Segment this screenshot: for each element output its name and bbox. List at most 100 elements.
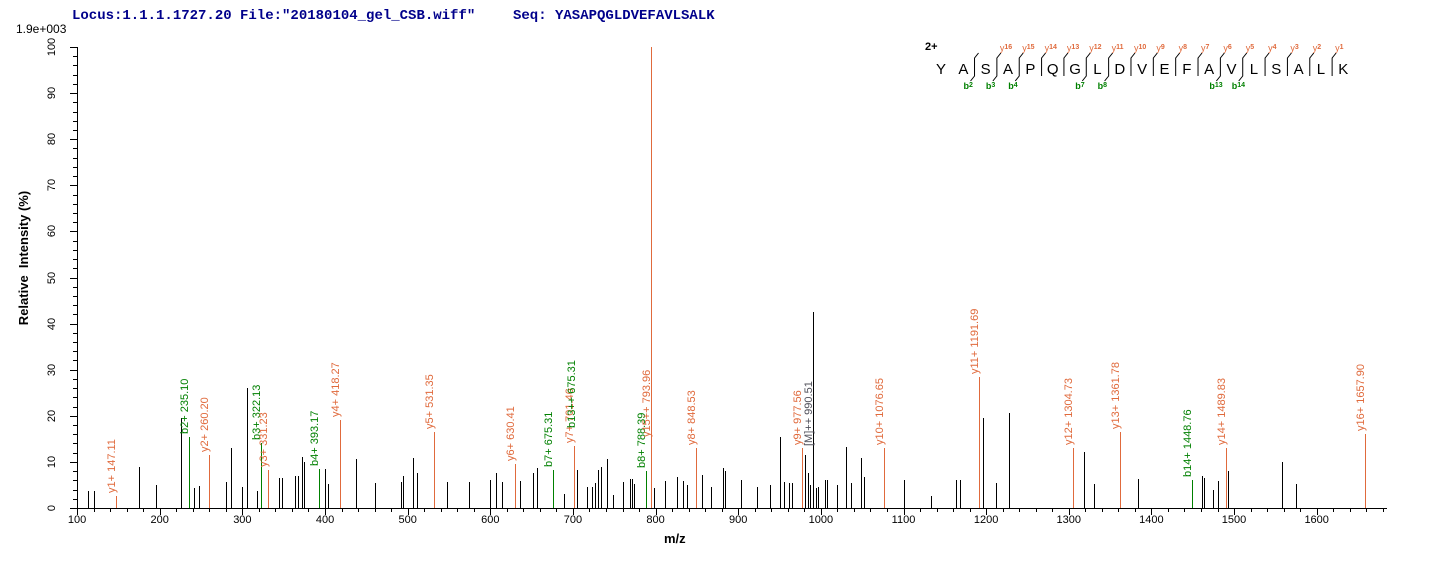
y-ion-label: y15 xyxy=(1022,43,1035,53)
y-ion-label: y10 xyxy=(1133,43,1147,53)
spectrum-peak xyxy=(904,480,905,508)
x-minor-tick xyxy=(1283,508,1285,512)
residue-letter: A xyxy=(1293,61,1304,78)
peak-label: y3+ 331.23 xyxy=(258,412,270,467)
y-ion-label: y14 xyxy=(1044,43,1057,53)
y-minor-tick xyxy=(73,222,77,224)
b-ion-label: b8 xyxy=(1097,81,1108,91)
x-tick-label: 800 xyxy=(646,514,665,526)
y-minor-tick xyxy=(73,397,77,399)
y-minor-tick xyxy=(73,212,77,214)
x-tick-label: 300 xyxy=(233,514,252,526)
spectrum-peak xyxy=(279,478,280,508)
peak-label: y5+ 531.35 xyxy=(424,374,436,429)
x-tick xyxy=(1234,508,1236,515)
y-ion-label: y4 xyxy=(1268,43,1277,53)
spectrum-peak xyxy=(827,480,828,508)
spectrum-peak xyxy=(789,483,790,508)
x-minor-tick xyxy=(1134,508,1136,512)
spectrum-peak xyxy=(304,462,305,508)
residue-letter: L xyxy=(1093,61,1102,78)
peak-label: b4+ 393.17 xyxy=(309,410,321,466)
spectrum-peak xyxy=(209,455,210,508)
spectrum-peak xyxy=(490,480,491,508)
spectrum-peak xyxy=(375,483,376,508)
y-minor-tick xyxy=(73,65,77,67)
spectrum-peak xyxy=(403,476,404,508)
y-ion-label: y13 xyxy=(1066,43,1080,53)
y-minor-tick xyxy=(73,295,77,297)
spectrum-peak xyxy=(979,377,980,508)
spectrum-peak xyxy=(702,475,703,508)
y-minor-tick xyxy=(73,406,77,408)
spectrum-peak xyxy=(319,469,320,508)
y-tick xyxy=(70,323,77,325)
peak-label: b7+ 675.31 xyxy=(543,411,555,467)
x-minor-tick xyxy=(688,508,690,512)
residue-letter: A xyxy=(1204,61,1215,78)
spectrum-peak xyxy=(864,477,865,508)
spectrum-peak xyxy=(607,459,608,508)
spectrum-peak xyxy=(598,470,599,508)
x-minor-tick xyxy=(721,508,723,512)
spectrum-peak xyxy=(1296,484,1297,508)
x-tick xyxy=(1068,508,1070,515)
y-tick-label: 60 xyxy=(46,225,58,238)
y-ion-label: y16 xyxy=(999,43,1013,53)
spectrum-peak xyxy=(802,448,803,508)
y-minor-tick xyxy=(73,332,77,334)
spectrum-peak xyxy=(792,483,793,508)
y-ion-label: y1 xyxy=(1335,43,1344,53)
spectrum-peak xyxy=(417,473,418,508)
y-ion-label: y11 xyxy=(1111,43,1124,53)
residue-letter: E xyxy=(1159,61,1170,78)
y-ion-label: y3 xyxy=(1290,43,1299,53)
spectrum-peak xyxy=(469,482,470,508)
x-minor-tick xyxy=(209,508,211,512)
spectrum-peak xyxy=(340,420,341,508)
peak-label: y1+ 147.11 xyxy=(106,439,118,493)
x-minor-tick xyxy=(291,508,293,512)
y-tick-label: 30 xyxy=(46,363,58,376)
spectrum-peak xyxy=(257,491,258,508)
spectrum-peak xyxy=(1084,452,1085,508)
residue-letter: F xyxy=(1182,61,1192,78)
x-minor-tick xyxy=(837,508,839,512)
x-tick xyxy=(159,508,161,515)
x-minor-tick xyxy=(1002,508,1004,512)
spectrum-peak xyxy=(632,479,633,508)
spectrum-peak xyxy=(194,488,195,508)
spectrum-peak xyxy=(587,487,588,508)
y-ion-label: y9 xyxy=(1156,43,1165,53)
spectrum-peak xyxy=(651,47,652,508)
spectrum-peak xyxy=(515,464,516,508)
x-minor-tick xyxy=(1250,508,1252,512)
y-minor-tick xyxy=(73,434,77,436)
x-minor-tick xyxy=(705,508,707,512)
y-minor-tick xyxy=(73,102,77,104)
x-tick xyxy=(1316,508,1318,515)
x-minor-tick xyxy=(1366,508,1368,512)
x-minor-tick xyxy=(920,508,922,512)
spectrum-peak xyxy=(818,487,819,508)
spectrum-peak xyxy=(1282,462,1283,508)
x-minor-tick xyxy=(374,508,376,512)
y-minor-tick xyxy=(73,378,77,380)
x-axis-title: m/z xyxy=(664,531,686,546)
spectrum-peak xyxy=(1094,484,1095,508)
x-tick-label: 100 xyxy=(67,514,87,526)
y-minor-tick xyxy=(73,259,77,261)
spectrum-peak xyxy=(956,480,957,508)
spectrum-peak xyxy=(1365,434,1366,508)
x-minor-tick xyxy=(1085,508,1087,512)
spectrum-peak xyxy=(94,491,95,508)
spectrum-peak xyxy=(837,485,838,508)
spectrum-peak xyxy=(683,481,684,508)
y-minor-tick xyxy=(73,148,77,150)
y-minor-tick xyxy=(73,268,77,270)
b-ion-label: b14 xyxy=(1231,81,1246,91)
spectrum-peak xyxy=(810,485,811,508)
residue-letter: G xyxy=(1069,61,1081,78)
x-minor-tick xyxy=(424,508,426,512)
y-minor-tick xyxy=(73,120,77,122)
